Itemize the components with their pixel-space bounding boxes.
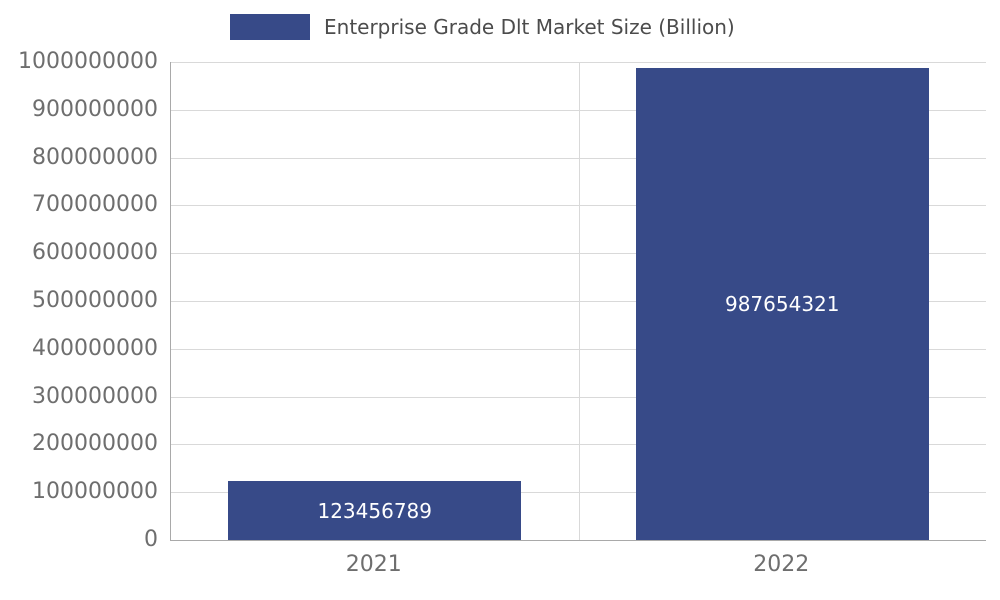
bar-2022[interactable]: 987654321 <box>635 67 929 540</box>
legend-swatch-icon[interactable] <box>230 14 310 40</box>
bar-value-label: 123456789 <box>317 498 432 523</box>
chart-title: Enterprise Grade Dlt Market Size (Billio… <box>324 15 735 39</box>
y-tick-label: 900000000 <box>32 96 158 122</box>
y-tick-label: 0 <box>144 527 158 552</box>
y-tick-label: 200000000 <box>32 431 158 457</box>
x-axis: 2021 2022 <box>170 552 985 588</box>
grid-line <box>578 62 580 540</box>
y-tick-label: 400000000 <box>32 335 158 361</box>
chart-legend[interactable]: Enterprise Grade Dlt Market Size (Billio… <box>230 14 735 40</box>
y-tick-label: 700000000 <box>32 192 158 218</box>
x-tick-label: 2021 <box>345 552 402 577</box>
x-tick-label: 2022 <box>753 552 810 577</box>
y-tick-label: 500000000 <box>32 288 158 313</box>
plot-area: 123456789 987654321 <box>170 62 986 541</box>
y-axis: 0 100000000 200000000 300000000 400000000 500… <box>0 49 158 552</box>
y-tick-label: 600000000 <box>32 240 158 266</box>
y-tick-label: 100000000 <box>32 479 158 505</box>
bar-value-label: 987654321 <box>724 291 840 316</box>
y-tick-label: 300000000 <box>32 383 158 409</box>
bar-2021[interactable]: 123456789 <box>228 481 522 540</box>
y-tick-label: 1000000000 <box>18 49 158 74</box>
y-tick-label: 800000000 <box>32 144 158 170</box>
